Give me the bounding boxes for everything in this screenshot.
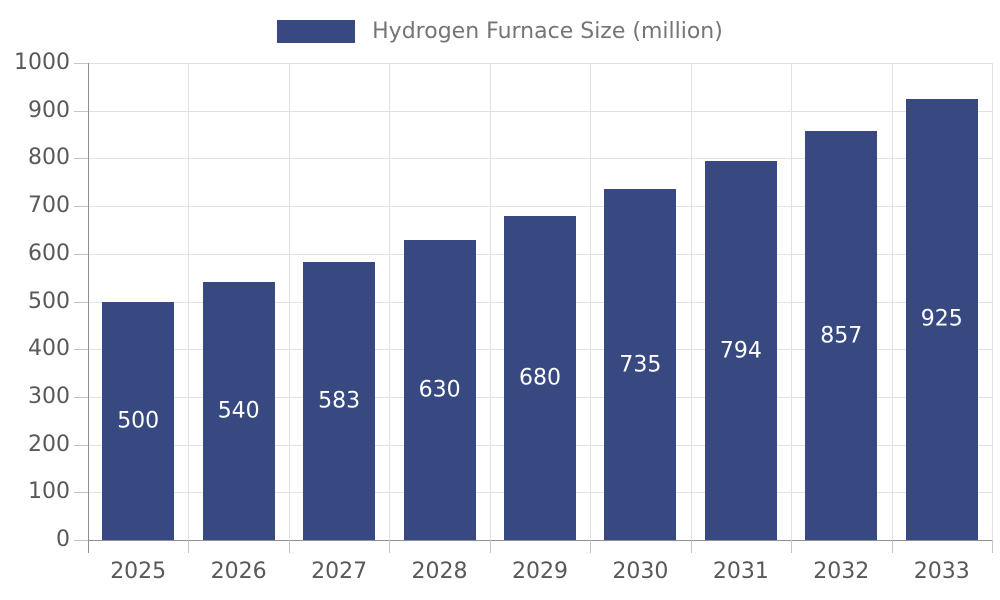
legend-label: Hydrogen Furnace Size (million) — [372, 18, 723, 44]
bar: 857 — [805, 131, 878, 540]
y-tick-label: 500 — [28, 288, 70, 314]
bar: 540 — [202, 282, 275, 540]
y-tick-label: 900 — [28, 97, 70, 123]
x-tick — [389, 540, 391, 553]
bar-value-label: 857 — [820, 323, 863, 349]
y-axis-line — [88, 63, 89, 553]
y-tick-label: 800 — [28, 145, 70, 171]
y-tick — [74, 253, 88, 255]
x-tick-label: 2026 — [210, 559, 267, 584]
x-tick — [590, 540, 592, 553]
v-grid-line — [891, 63, 893, 540]
x-tick — [690, 540, 692, 553]
y-tick — [74, 63, 88, 64]
bar: 583 — [303, 261, 376, 540]
y-tick-label: 600 — [28, 240, 70, 266]
bar: 925 — [905, 98, 978, 540]
bar-value-label: 540 — [217, 398, 260, 424]
y-tick — [74, 396, 88, 398]
x-tick — [489, 540, 491, 553]
y-tick — [74, 444, 88, 446]
y-tick — [74, 540, 88, 541]
x-tick — [992, 540, 993, 553]
v-grid-line — [791, 63, 793, 540]
y-tick — [74, 158, 88, 160]
x-tick — [791, 540, 793, 553]
bar-value-label: 680 — [519, 365, 561, 391]
y-tick — [74, 206, 88, 208]
bar-value-label: 735 — [619, 352, 662, 378]
x-tick — [188, 540, 190, 553]
y-tick — [74, 492, 88, 494]
v-grid-line — [188, 63, 190, 540]
y-grid-line — [88, 206, 992, 208]
bar: 680 — [504, 215, 576, 540]
v-grid-line — [489, 63, 491, 540]
x-tick-label: 2031 — [712, 559, 769, 584]
x-tick-label: 2029 — [511, 559, 568, 584]
v-grid-line — [992, 63, 993, 540]
x-tick-label: 2028 — [411, 559, 468, 584]
y-tick-label: 300 — [28, 383, 70, 409]
bar: 500 — [102, 301, 175, 540]
bar-value-label: 630 — [418, 377, 461, 403]
y-tick-label: 1000 — [14, 50, 70, 75]
v-grid-line — [690, 63, 692, 540]
y-grid-line — [88, 158, 992, 160]
y-tick-label: 0 — [56, 527, 70, 552]
x-tick — [288, 540, 290, 553]
x-axis-line — [88, 540, 992, 541]
y-tick — [74, 301, 88, 303]
x-tick-label: 2025 — [110, 559, 167, 584]
bar-value-label: 925 — [920, 306, 963, 332]
y-tick-label: 700 — [28, 193, 70, 219]
bar: 630 — [403, 239, 476, 540]
y-tick-label: 400 — [28, 336, 70, 362]
v-grid-line — [288, 63, 290, 540]
y-tick-label: 100 — [28, 479, 70, 505]
y-tick-label: 200 — [28, 431, 70, 457]
x-tick-label: 2032 — [813, 559, 870, 584]
bar-value-label: 794 — [719, 338, 762, 364]
v-grid-line — [389, 63, 391, 540]
x-tick — [891, 540, 893, 553]
legend-swatch — [277, 19, 356, 43]
y-grid-line — [88, 63, 992, 64]
x-tick-label: 2033 — [913, 559, 970, 584]
x-tick-label: 2027 — [311, 559, 368, 584]
bar-value-label: 500 — [117, 408, 160, 434]
y-grid-line — [88, 110, 992, 112]
y-tick — [74, 349, 88, 351]
x-tick-label: 2030 — [612, 559, 669, 584]
bar: 794 — [704, 161, 777, 540]
legend: Hydrogen Furnace Size (million) — [0, 14, 1000, 48]
y-tick — [74, 110, 88, 112]
v-grid-line — [590, 63, 592, 540]
bar: 735 — [604, 189, 677, 540]
bar-value-label: 583 — [318, 388, 361, 414]
